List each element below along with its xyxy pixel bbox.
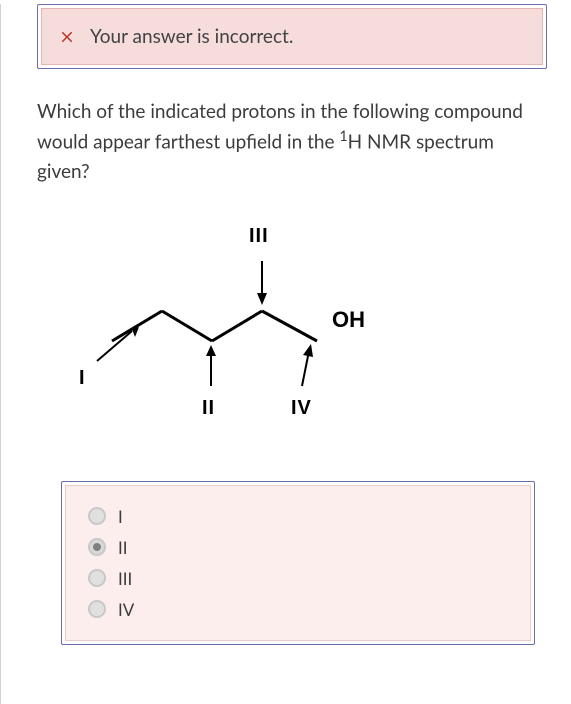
option-label: III xyxy=(118,568,132,589)
option-IV[interactable]: IV xyxy=(88,599,510,620)
option-I[interactable]: I xyxy=(88,506,510,527)
feedback-inner: Your answer is incorrect. xyxy=(41,8,543,65)
radio-circle xyxy=(88,538,106,556)
radio-circle xyxy=(88,569,106,587)
question-sup: 1 xyxy=(339,128,347,145)
answers-inner: I II III IV xyxy=(65,485,531,641)
label-II: II xyxy=(202,397,215,420)
label-OH: OH xyxy=(332,307,365,333)
option-II[interactable]: II xyxy=(88,537,510,558)
option-III[interactable]: III xyxy=(88,568,510,589)
main-container: Your answer is incorrect. Which of the i… xyxy=(0,4,571,704)
label-IV: IV xyxy=(291,397,312,420)
label-III: III xyxy=(249,225,269,248)
answers-box: I II III IV xyxy=(61,481,535,645)
content-wrap: Your answer is incorrect. Which of the i… xyxy=(1,4,571,665)
molecule-svg xyxy=(77,211,417,461)
option-label: I xyxy=(118,506,123,527)
option-label: II xyxy=(118,537,128,558)
feedback-box: Your answer is incorrect. xyxy=(37,4,547,69)
x-icon xyxy=(58,28,76,46)
label-I: I xyxy=(79,367,86,390)
option-label: IV xyxy=(118,599,134,620)
radio-circle xyxy=(88,507,106,525)
molecule-diagram: III OH I II IV xyxy=(77,211,417,461)
feedback-text: Your answer is incorrect. xyxy=(90,25,293,48)
radio-circle xyxy=(88,600,106,618)
question-text: Which of the indicated protons in the fo… xyxy=(37,97,547,187)
